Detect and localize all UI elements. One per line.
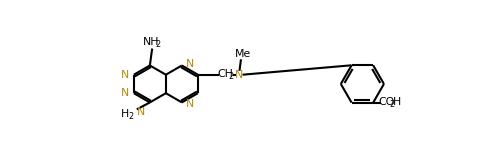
Text: N: N (121, 70, 129, 80)
Text: 2: 2 (390, 100, 395, 109)
Text: N: N (186, 59, 194, 69)
Text: N: N (137, 107, 145, 117)
Text: H: H (121, 109, 129, 119)
Text: N: N (236, 70, 244, 80)
Text: 2: 2 (129, 112, 134, 121)
Text: N: N (121, 88, 129, 98)
Text: N: N (186, 99, 194, 109)
Text: 2: 2 (229, 72, 234, 81)
Text: 2: 2 (156, 40, 161, 49)
Text: H: H (393, 97, 401, 107)
Text: Me: Me (235, 49, 251, 59)
Text: NH: NH (143, 37, 160, 47)
Text: CH: CH (217, 69, 233, 79)
Text: CO: CO (378, 97, 394, 107)
